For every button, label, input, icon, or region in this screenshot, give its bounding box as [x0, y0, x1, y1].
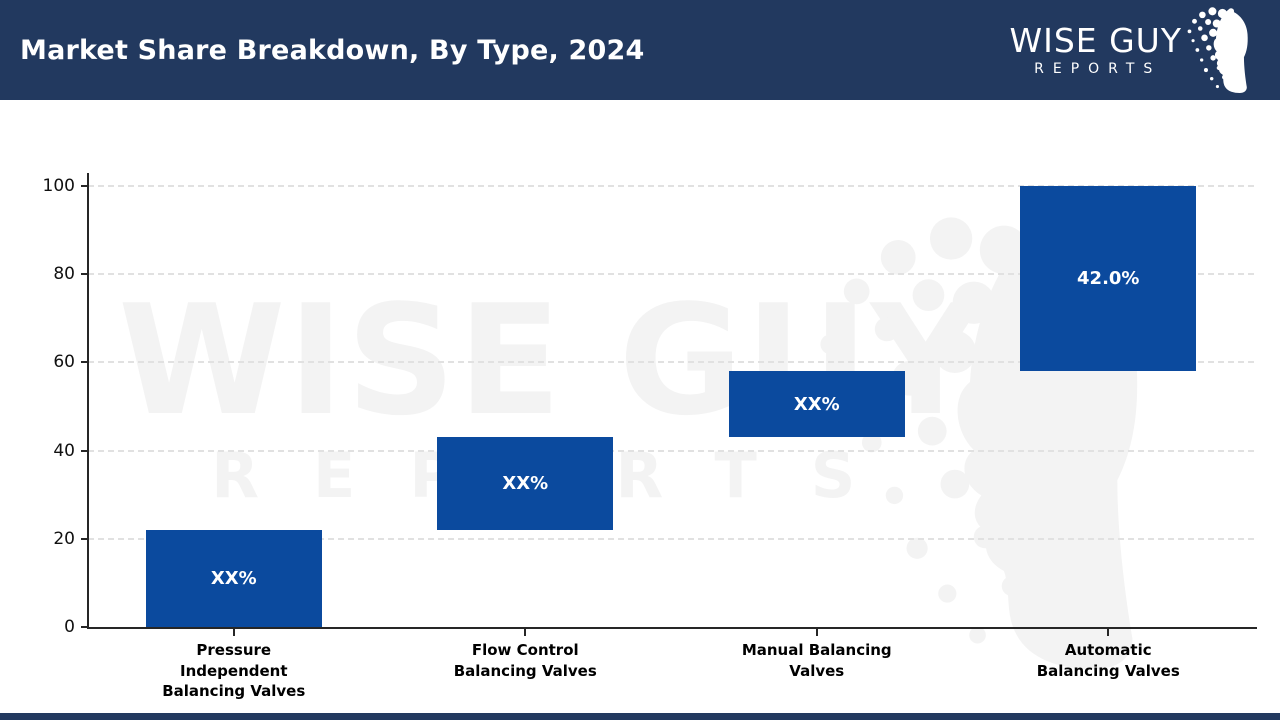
- category-label-line: Independent: [179, 661, 288, 680]
- x-tick-mark: [815, 629, 818, 636]
- category-label-line: Balancing Valves: [1036, 661, 1180, 680]
- y-tick-label: 40: [53, 440, 75, 461]
- y-gridline: [88, 449, 1254, 452]
- y-gridline: [88, 185, 1254, 187]
- x-tick-mark: [524, 629, 527, 636]
- y-tick-label: 0: [64, 617, 75, 637]
- bar-segment: XX%: [437, 437, 614, 530]
- y-tick-mark: [81, 185, 88, 187]
- header-bar: Market Share Breakdown, By Type, 2024 WI…: [0, 0, 1280, 100]
- category-label: Automatic Balancing Valves: [968, 640, 1248, 681]
- y-gridline: [88, 361, 1254, 364]
- bar-value-label: XX%: [210, 567, 257, 589]
- y-tick-mark: [81, 626, 88, 628]
- x-axis-line: [87, 627, 1257, 629]
- footer-bar: [0, 713, 1280, 720]
- bar-segment: XX%: [728, 371, 905, 438]
- y-gridline: [88, 537, 1254, 540]
- brand-subtitle: REPORTS: [1034, 61, 1162, 77]
- brand-name: WISE GUY: [1009, 21, 1182, 60]
- y-tick-label: 80: [53, 264, 75, 285]
- brand-wordmark: WISE GUY REPORTS: [1009, 24, 1182, 76]
- y-tick-label: 100: [42, 176, 75, 196]
- x-tick-mark: [232, 629, 235, 636]
- category-label: Manual Balancing Valves: [677, 640, 957, 681]
- chart-canvas: WISE GUY REPORTS 020406080100XX%Pressure…: [0, 100, 1280, 713]
- y-tick-label: 60: [53, 352, 75, 373]
- category-label-line: Manual Balancing: [741, 641, 892, 659]
- category-label-line: Valves: [789, 661, 845, 680]
- bar-value-label: 42.0%: [1077, 268, 1140, 290]
- y-tick-mark: [81, 361, 88, 364]
- category-label: Flow Control Balancing Valves: [385, 640, 665, 681]
- category-label-line: Balancing Valves: [162, 682, 306, 701]
- y-tick-mark: [81, 449, 88, 452]
- y-axis-line: [87, 173, 89, 629]
- bar-segment: XX%: [145, 529, 322, 627]
- y-tick-mark: [81, 273, 88, 276]
- category-label-line: Balancing Valves: [453, 661, 597, 680]
- category-label-line: Flow Control: [471, 641, 579, 659]
- bar-value-label: XX%: [502, 473, 549, 495]
- y-gridline: [88, 273, 1254, 276]
- face-profile-dots-icon: [1187, 7, 1248, 93]
- page-title: Market Share Breakdown, By Type, 2024: [20, 34, 645, 66]
- y-tick-mark: [81, 537, 88, 540]
- bar-value-label: XX%: [793, 393, 840, 415]
- category-label-line: Pressure: [196, 641, 272, 659]
- y-tick-label: 20: [53, 528, 75, 549]
- category-label: Pressure Independent Balancing Valves: [94, 640, 374, 702]
- brand-logo: WISE GUY REPORTS: [1009, 0, 1266, 100]
- bar-segment: 42.0%: [1020, 186, 1197, 372]
- x-tick-mark: [1107, 629, 1110, 636]
- category-label-line: Automatic: [1064, 641, 1152, 659]
